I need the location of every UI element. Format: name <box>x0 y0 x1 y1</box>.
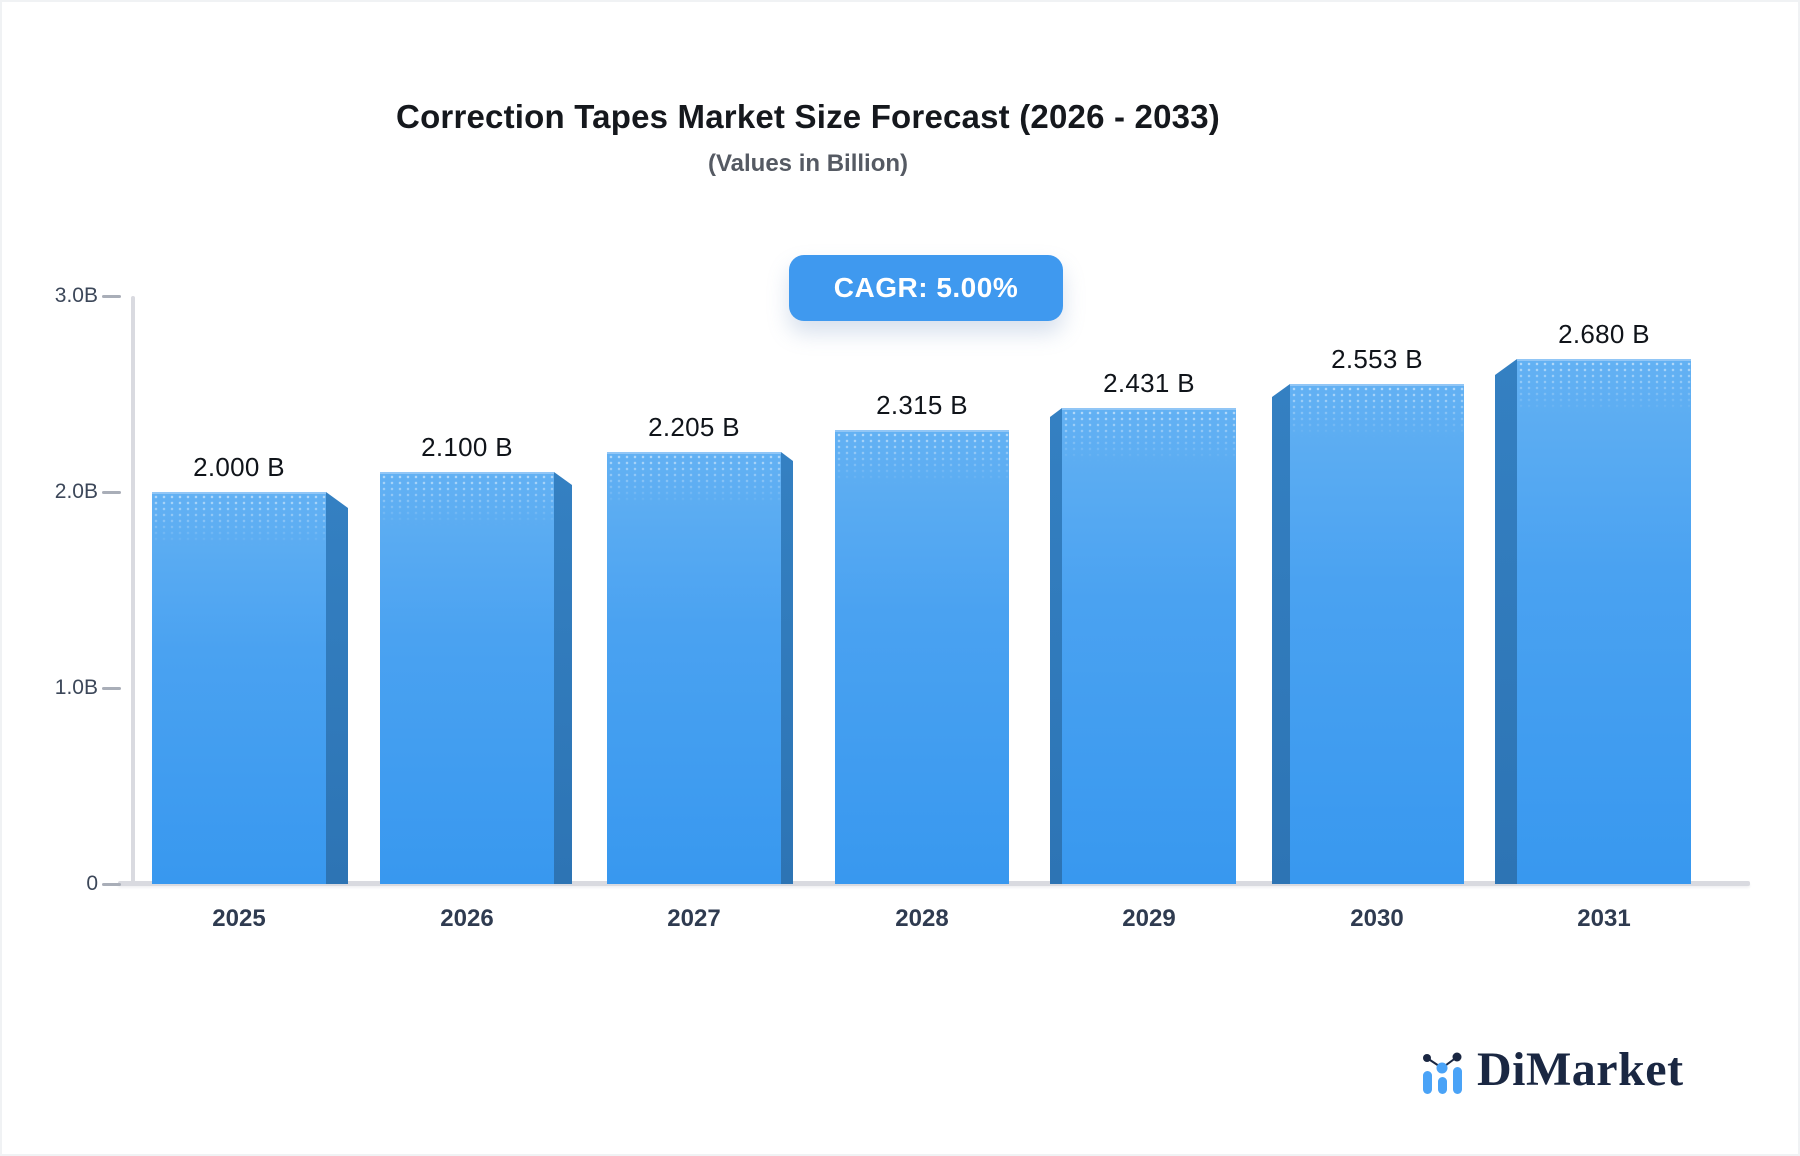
bar-3d-side <box>326 492 348 884</box>
y-tick-mark <box>102 883 121 886</box>
bar-top-texture <box>1517 361 1691 413</box>
x-axis-label-2026: 2026 <box>440 905 494 932</box>
chart-subtitle: (Values in Billion) <box>707 150 909 177</box>
bar-value-label: 2.553 B <box>1331 344 1423 374</box>
cagr-label: CAGR: 5.00% <box>833 272 1019 303</box>
brand-logo-text: DiMarket <box>1477 1043 1684 1096</box>
bar-3d-side <box>1495 359 1517 884</box>
bar-2030 <box>1290 384 1464 884</box>
bar-3d-side <box>1272 384 1290 884</box>
x-axis-label-2030: 2030 <box>1350 905 1404 932</box>
bar-value-label: 2.100 B <box>421 432 513 462</box>
bar-top-texture <box>835 432 1009 484</box>
bar-value-label: 2.000 B <box>193 452 285 482</box>
bar-top-texture <box>1290 386 1464 438</box>
y-tick-mark <box>102 295 121 298</box>
bar-2028 <box>835 430 1009 884</box>
y-tick-label: 3.0B <box>54 284 98 307</box>
y-tick-label: 1.0B <box>54 676 98 699</box>
brand-logo-icon <box>1423 1052 1462 1094</box>
x-axis-label-2031: 2031 <box>1577 905 1631 932</box>
y-tick-mark <box>102 687 121 690</box>
x-axis-label-2028: 2028 <box>895 905 949 932</box>
bar-2029 <box>1062 408 1236 884</box>
bar-top-texture <box>1062 410 1236 462</box>
bar-2026 <box>380 472 554 884</box>
chart-title: Correction Tapes Market Size Forecast (2… <box>396 98 1220 135</box>
y-tick-label: 0 <box>86 872 98 895</box>
bar-top-texture <box>152 494 326 546</box>
bar-2031 <box>1517 359 1691 884</box>
bar-3d-side <box>554 472 572 884</box>
bar-3d-side <box>781 452 793 884</box>
y-tick-mark <box>102 491 121 494</box>
bar-top-texture <box>380 474 554 526</box>
y-axis-line <box>131 296 135 884</box>
bar-2027 <box>607 452 781 884</box>
brand-logo: DiMarket <box>1420 1040 1684 1094</box>
bar-value-label: 2.680 B <box>1558 319 1650 349</box>
bar-top-texture <box>607 454 781 506</box>
bar-value-label: 2.431 B <box>1103 368 1195 398</box>
y-tick-label: 2.0B <box>54 480 98 503</box>
x-axis-label-2027: 2027 <box>667 905 721 932</box>
bar-3d-side <box>1050 408 1062 884</box>
x-axis-label-2025: 2025 <box>212 905 266 932</box>
bar-value-label: 2.315 B <box>876 390 968 420</box>
cagr-badge: CAGR: 5.00% <box>789 255 1063 321</box>
bar-value-label: 2.205 B <box>648 412 740 442</box>
bar-2025 <box>152 492 326 884</box>
x-axis-label-2029: 2029 <box>1122 905 1176 932</box>
